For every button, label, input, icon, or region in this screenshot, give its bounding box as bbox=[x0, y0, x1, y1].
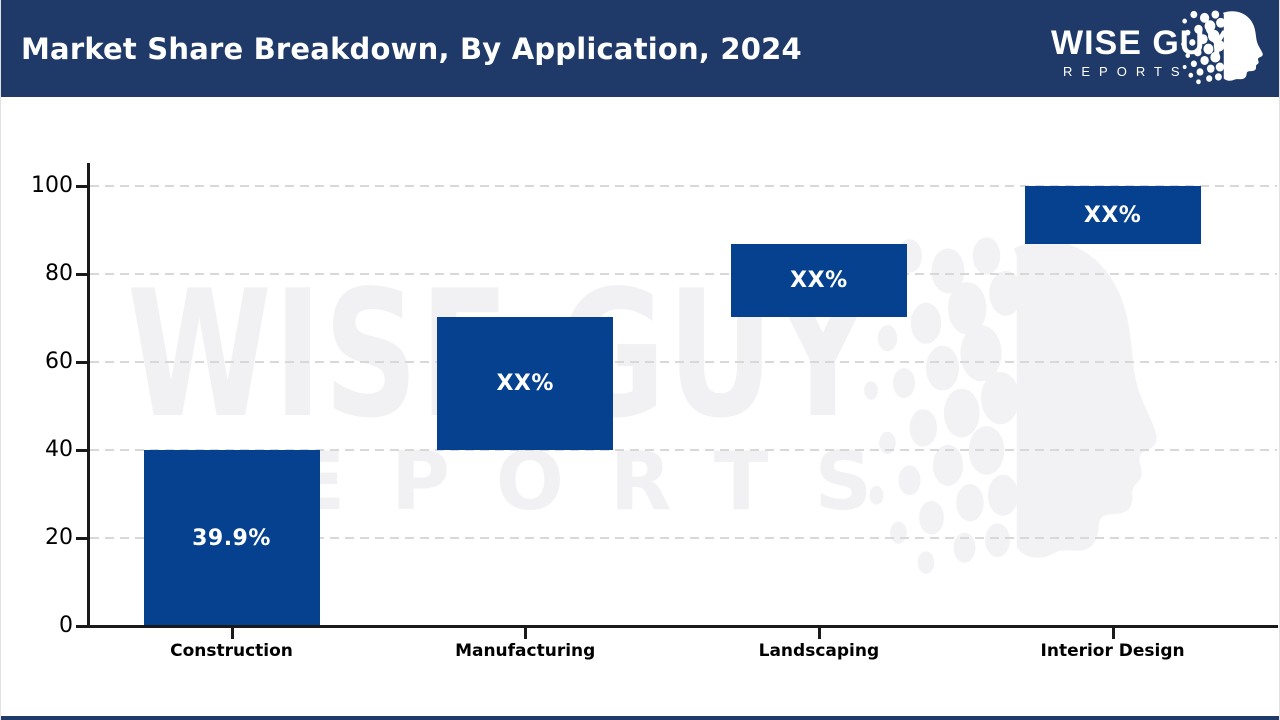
grid-line bbox=[90, 361, 1277, 363]
bar-value-label: 39.9% bbox=[192, 525, 271, 551]
x-axis-tick-mark bbox=[230, 628, 234, 639]
y-axis-line bbox=[87, 163, 90, 628]
bar-interior-design: XX% bbox=[1024, 186, 1201, 245]
x-axis-label-construction: Construction bbox=[170, 641, 293, 661]
y-axis-tick-mark bbox=[76, 273, 88, 276]
y-axis-tick-mark bbox=[76, 185, 88, 188]
bar-landscaping: XX% bbox=[730, 244, 907, 317]
grid-line bbox=[90, 185, 1277, 187]
x-axis-label-interior-design: Interior Design bbox=[1040, 641, 1185, 661]
wiseguy-face-icon bbox=[1177, 8, 1269, 90]
y-axis-tick-label: 80 bbox=[45, 261, 73, 286]
y-axis-tick-label: 20 bbox=[45, 525, 73, 550]
header-bar: Market Share Breakdown, By Application, … bbox=[1, 0, 1279, 97]
logo-subtext: REPORTS bbox=[1063, 64, 1189, 79]
x-axis-tick-mark bbox=[1111, 628, 1115, 639]
bar-value-label: XX% bbox=[496, 371, 554, 397]
y-axis-tick-label: 60 bbox=[45, 349, 73, 374]
y-axis-tick-mark bbox=[76, 625, 88, 628]
y-axis-tick-mark bbox=[76, 537, 88, 540]
y-axis-tick-label: 40 bbox=[45, 437, 73, 462]
x-axis-line bbox=[87, 625, 1278, 628]
chart-title: Market Share Breakdown, By Application, … bbox=[21, 31, 802, 66]
x-axis-label-manufacturing: Manufacturing bbox=[455, 641, 596, 661]
x-axis-label-landscaping: Landscaping bbox=[758, 641, 880, 661]
y-axis-tick-label: 0 bbox=[59, 613, 73, 638]
y-axis-tick-mark bbox=[76, 361, 88, 364]
bar-value-label: XX% bbox=[1083, 202, 1142, 228]
grid-line bbox=[90, 449, 1277, 451]
x-axis-tick-mark bbox=[817, 628, 821, 639]
bar-construction: 39.9% bbox=[143, 450, 320, 626]
grid-line bbox=[90, 537, 1277, 539]
wiseguy-logo: WISE GUY REPORTS bbox=[1011, 6, 1273, 92]
bar-value-label: XX% bbox=[790, 267, 848, 293]
y-axis-tick-mark bbox=[76, 449, 88, 452]
y-axis-tick-label: 100 bbox=[31, 173, 73, 198]
footer-bar bbox=[1, 716, 1279, 720]
chart-plot-area: 0 20 40 60 80 100 39.9% Construction XX% Manufact… bbox=[1, 97, 1279, 716]
grid-line bbox=[90, 273, 1277, 275]
x-axis-tick-mark bbox=[524, 628, 528, 639]
bar-manufacturing: XX% bbox=[437, 316, 614, 451]
